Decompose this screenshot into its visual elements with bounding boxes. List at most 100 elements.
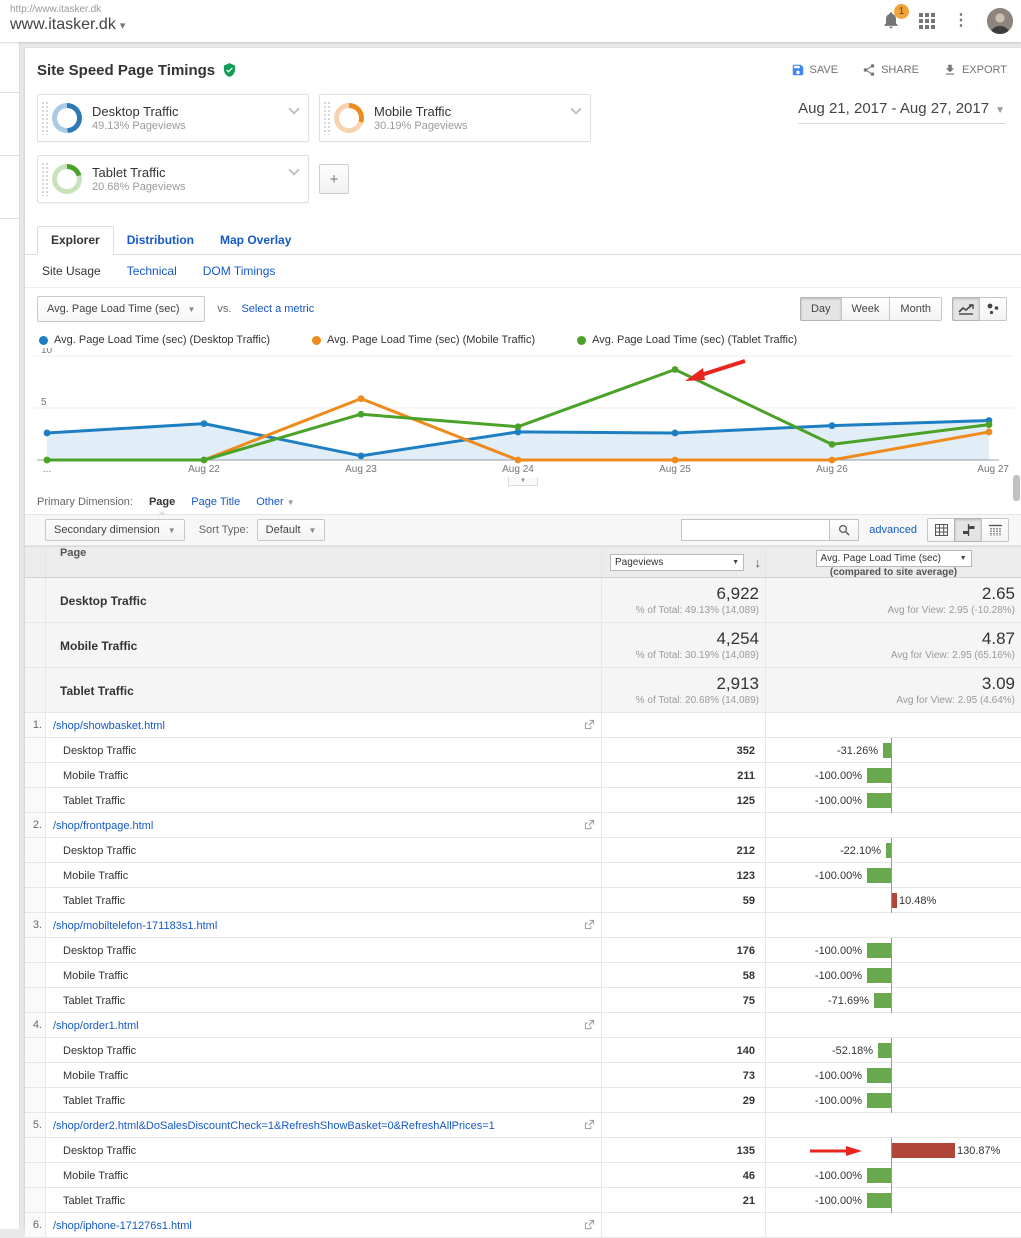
sort-descending-icon[interactable]: ↓: [755, 555, 762, 570]
pivot-view-button[interactable]: [981, 518, 1009, 542]
open-page-icon[interactable]: [584, 1219, 595, 1233]
comparison-bar: [867, 1168, 891, 1183]
drag-handle[interactable]: [323, 101, 330, 135]
scrollbar-thumb[interactable]: [1013, 475, 1020, 501]
subtab-dom-timings[interactable]: DOM Timings: [203, 264, 276, 278]
chevron-down-icon[interactable]: [570, 103, 581, 114]
day-button[interactable]: Day: [800, 297, 842, 321]
chart-point[interactable]: [515, 423, 522, 430]
chart-point[interactable]: [672, 366, 679, 373]
metric-note: Avg for View: 2.95 (-10.28%): [766, 604, 1021, 616]
chevron-down-icon: ▼: [168, 526, 176, 535]
comparison-axis: [891, 988, 892, 1013]
save-button[interactable]: SAVE: [791, 63, 839, 77]
comparison-bar: [867, 768, 891, 783]
table-row: 5./shop/order2.html&DoSalesDiscountCheck…: [25, 1113, 1021, 1138]
account-name: www.itasker.dk: [10, 16, 116, 33]
kebab-menu-icon[interactable]: ⋮: [953, 16, 969, 26]
open-page-icon[interactable]: [584, 919, 595, 933]
page-url-link[interactable]: /shop/frontpage.html: [46, 813, 153, 832]
search-input[interactable]: [681, 519, 829, 541]
notifications-button[interactable]: 1: [881, 10, 901, 33]
motion-chart-button[interactable]: [979, 297, 1007, 321]
tab-map-overlay[interactable]: Map Overlay: [207, 227, 304, 254]
open-page-icon[interactable]: [584, 1119, 595, 1133]
comparison-percent: -100.00%: [815, 1170, 862, 1182]
comparison-bar: [867, 793, 891, 808]
pageviews-value: 58: [602, 963, 765, 982]
collapsed-sidebar[interactable]: [0, 42, 20, 1229]
page-column-header[interactable]: Page: [46, 537, 86, 559]
subtab-site-usage[interactable]: Site Usage: [42, 264, 101, 278]
x-axis-tick: Aug 24: [502, 464, 534, 475]
metric-select-dropdown[interactable]: Avg. Page Load Time (sec)▼: [37, 296, 205, 322]
add-segment-button[interactable]: +: [319, 164, 349, 194]
page-url-link[interactable]: /shop/showbasket.html: [46, 713, 165, 732]
page-url-link[interactable]: /shop/order1.html: [46, 1013, 139, 1032]
metric-column-select[interactable]: Avg. Page Load Time (sec)▼: [816, 550, 972, 567]
chart-point[interactable]: [201, 420, 208, 427]
chart-point[interactable]: [829, 441, 836, 448]
tab-explorer[interactable]: Explorer: [37, 226, 114, 255]
page-url-link[interactable]: /shop/iphone-171276s1.html: [46, 1213, 192, 1232]
share-button[interactable]: SHARE: [862, 63, 919, 77]
search-button[interactable]: [829, 519, 859, 541]
chart-point[interactable]: [358, 395, 365, 402]
chevron-down-icon[interactable]: [288, 103, 299, 114]
pageviews-note: % of Total: 49.13% (14,089): [602, 604, 765, 616]
drag-handle[interactable]: [41, 162, 48, 196]
pageviews-value: 73: [602, 1063, 765, 1082]
chart-point[interactable]: [672, 457, 679, 464]
metric-note: Avg for View: 2.95 (4.64%): [766, 694, 1021, 706]
metric-note: (compared to site average): [766, 567, 1021, 578]
data-table-view-button[interactable]: [927, 518, 955, 542]
legend-item-tablet[interactable]: Avg. Page Load Time (sec) (Tablet Traffi…: [577, 334, 797, 346]
line-chart-icon: [958, 303, 974, 315]
dimension-page[interactable]: Page: [149, 496, 175, 508]
verified-shield-icon: [222, 62, 237, 78]
pageviews-column-select[interactable]: Pageviews▼: [610, 554, 744, 571]
open-page-icon[interactable]: [584, 719, 595, 733]
week-button[interactable]: Week: [841, 297, 891, 321]
segment-label: Tablet Traffic: [46, 888, 601, 907]
chart-point[interactable]: [201, 457, 208, 464]
drag-handle[interactable]: [41, 101, 48, 135]
property-selector[interactable]: http://www.itasker.dk www.itasker.dk▾: [10, 4, 1021, 34]
chart-point[interactable]: [358, 411, 365, 418]
open-page-icon[interactable]: [584, 819, 595, 833]
export-button[interactable]: EXPORT: [943, 63, 1007, 77]
chevron-down-icon[interactable]: [288, 164, 299, 175]
chart-point[interactable]: [986, 421, 993, 428]
chart-point[interactable]: [829, 457, 836, 464]
select-metric-link[interactable]: Select a metric: [241, 303, 314, 315]
date-range-selector[interactable]: Aug 21, 2017 - Aug 27, 2017▼: [798, 100, 1005, 124]
apps-grid-icon[interactable]: [919, 13, 935, 29]
chart-point[interactable]: [44, 457, 51, 464]
legend-item-desktop[interactable]: Avg. Page Load Time (sec) (Desktop Traff…: [39, 334, 270, 346]
comparison-bar: [883, 743, 891, 758]
legend-item-mobile[interactable]: Avg. Page Load Time (sec) (Mobile Traffi…: [312, 334, 535, 346]
line-chart-button[interactable]: [952, 297, 980, 321]
avatar[interactable]: [987, 8, 1013, 34]
chart-point[interactable]: [44, 430, 51, 437]
chart-expander-button[interactable]: ▼: [508, 477, 538, 486]
chart-point[interactable]: [829, 422, 836, 429]
chart-point[interactable]: [986, 429, 993, 436]
advanced-link[interactable]: advanced: [869, 524, 917, 536]
month-button[interactable]: Month: [889, 297, 942, 321]
dimension-other[interactable]: Other▼: [256, 496, 294, 508]
chart-point[interactable]: [672, 430, 679, 437]
tab-distribution[interactable]: Distribution: [114, 227, 207, 254]
comparison-view-button[interactable]: [954, 518, 982, 542]
sort-type-dropdown[interactable]: Default▼: [257, 519, 326, 541]
open-page-icon[interactable]: [584, 1019, 595, 1033]
dimension-page-title[interactable]: Page Title: [191, 496, 240, 508]
page-url-link[interactable]: /shop/mobiltelefon-171183s1.html: [46, 913, 217, 932]
subtab-technical[interactable]: Technical: [127, 264, 177, 278]
chart-point[interactable]: [358, 452, 365, 459]
chart-point[interactable]: [515, 457, 522, 464]
page-url-link[interactable]: /shop/order2.html&DoSalesDiscountCheck=1…: [46, 1113, 495, 1132]
